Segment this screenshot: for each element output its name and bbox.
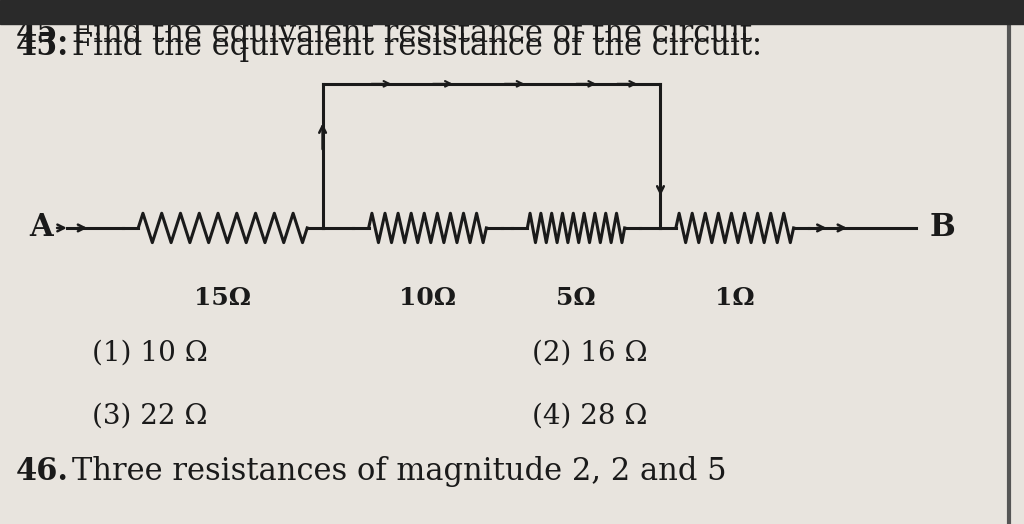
Text: (2) 16 Ω: (2) 16 Ω (532, 340, 648, 367)
Text: (1) 10 Ω: (1) 10 Ω (92, 340, 208, 367)
Text: 15Ω: 15Ω (195, 286, 251, 310)
Text: 10Ω: 10Ω (399, 286, 456, 310)
Bar (0, 0, 1024, 24)
Text: (3) 22 Ω: (3) 22 Ω (92, 402, 208, 430)
Text: (4) 28 Ω: (4) 28 Ω (532, 402, 648, 430)
Text: 46.: 46. (15, 456, 69, 487)
Text: 45.: 45. (15, 18, 69, 49)
Text: 45.: 45. (15, 31, 69, 62)
Text: Find the equivalent resistance of the circuit.: Find the equivalent resistance of the ci… (72, 31, 762, 62)
Text: Find the equivalent resistance of the circuit.: Find the equivalent resistance of the ci… (72, 18, 762, 49)
Text: B: B (929, 212, 955, 244)
Text: Three resistances of magnitude 2, 2 and 5: Three resistances of magnitude 2, 2 and … (72, 456, 726, 487)
Text: A: A (29, 212, 53, 244)
Text: 5Ω: 5Ω (556, 286, 596, 310)
Text: 1Ω: 1Ω (715, 286, 755, 310)
